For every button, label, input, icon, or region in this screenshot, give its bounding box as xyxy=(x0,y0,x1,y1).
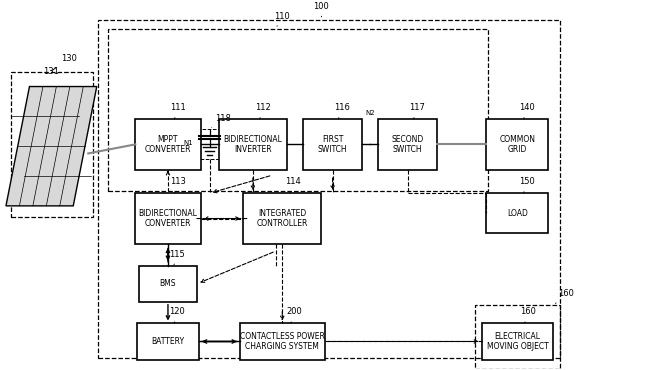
Text: 111: 111 xyxy=(170,103,186,119)
Text: N2: N2 xyxy=(365,110,375,116)
Bar xyxy=(137,323,199,360)
Text: BATTERY: BATTERY xyxy=(152,337,184,346)
Bar xyxy=(98,20,560,358)
Bar xyxy=(108,28,488,191)
Bar xyxy=(486,193,548,233)
Text: 116: 116 xyxy=(334,103,350,119)
Bar xyxy=(379,119,437,170)
Text: BIDIRECTIONAL
INVERTER: BIDIRECTIONAL INVERTER xyxy=(224,135,282,154)
Text: SECOND
SWITCH: SECOND SWITCH xyxy=(392,135,424,154)
Text: LOAD: LOAD xyxy=(507,209,528,218)
Text: MPPT
CONVERTER: MPPT CONVERTER xyxy=(145,135,191,154)
Text: 118: 118 xyxy=(212,114,231,127)
Text: 112: 112 xyxy=(255,103,271,119)
Bar xyxy=(486,119,548,170)
Text: N1: N1 xyxy=(184,139,194,145)
Text: 160: 160 xyxy=(556,289,575,303)
Bar xyxy=(135,193,201,244)
Text: CONTACTLESS POWER
CHARGING SYSTEM: CONTACTLESS POWER CHARGING SYSTEM xyxy=(240,332,325,351)
Text: 130: 130 xyxy=(52,54,77,71)
Text: 117: 117 xyxy=(409,103,425,119)
Text: 200: 200 xyxy=(286,307,302,323)
Bar xyxy=(138,266,197,302)
Bar xyxy=(482,323,554,360)
Text: 113: 113 xyxy=(170,177,186,193)
Text: FIRST
SWITCH: FIRST SWITCH xyxy=(318,135,348,154)
Bar xyxy=(475,305,560,369)
Text: COMMON
GRID: COMMON GRID xyxy=(499,135,535,154)
Text: 160: 160 xyxy=(520,307,536,323)
Text: BMS: BMS xyxy=(159,279,176,288)
Text: 114: 114 xyxy=(285,177,301,193)
Text: ELECTRICAL
MOVING OBJECT: ELECTRICAL MOVING OBJECT xyxy=(487,332,548,351)
Text: 115: 115 xyxy=(169,249,185,266)
Bar xyxy=(10,72,93,217)
Text: INTEGRATED
CONTROLLER: INTEGRATED CONTROLLER xyxy=(256,209,308,228)
Bar xyxy=(218,119,287,170)
Text: BIDIRECTIONAL
CONVERTER: BIDIRECTIONAL CONVERTER xyxy=(138,209,197,228)
Text: 100: 100 xyxy=(314,2,329,17)
Text: 110: 110 xyxy=(274,11,290,26)
Bar xyxy=(243,193,321,244)
Text: 120: 120 xyxy=(169,307,185,323)
Text: 140: 140 xyxy=(519,103,535,119)
Text: 150: 150 xyxy=(519,177,535,193)
Bar xyxy=(135,119,201,170)
Polygon shape xyxy=(6,87,96,206)
Bar xyxy=(240,323,325,360)
Bar xyxy=(195,129,224,159)
Text: 131: 131 xyxy=(43,67,59,76)
Bar xyxy=(303,119,362,170)
